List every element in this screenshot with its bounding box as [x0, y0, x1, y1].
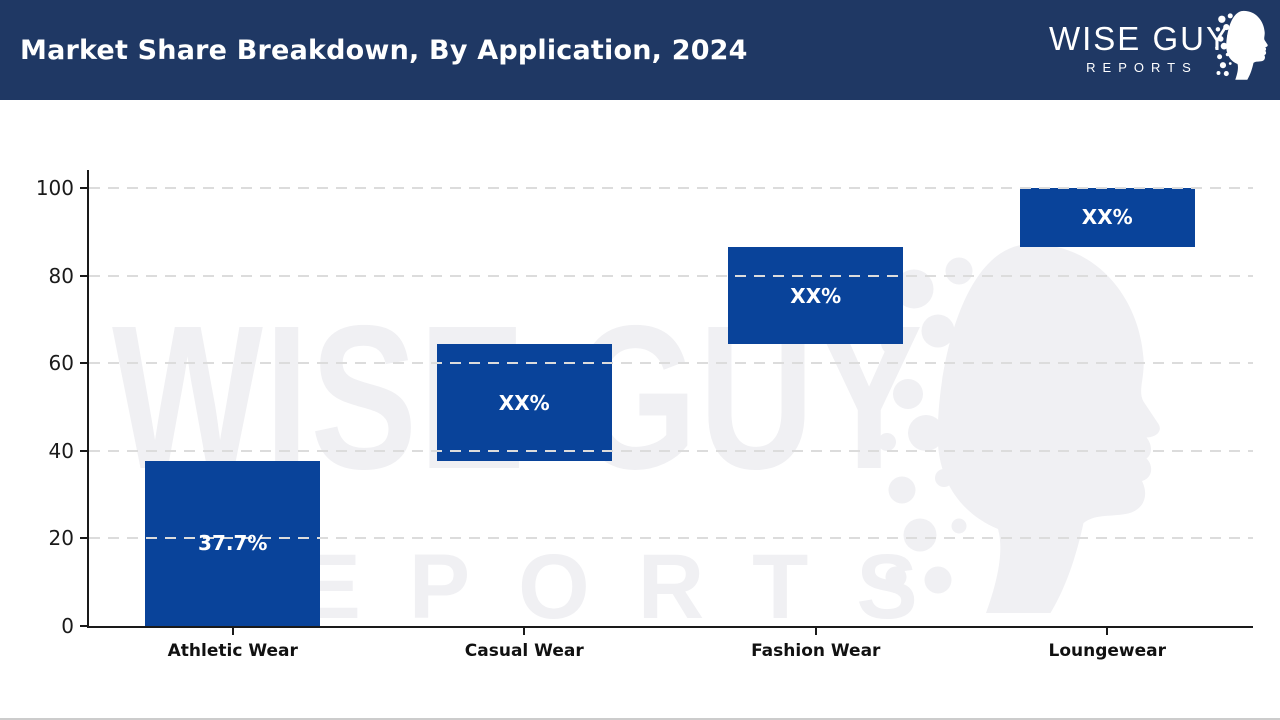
- y-tick-mark: [80, 625, 87, 627]
- y-tick-label: 100: [35, 176, 74, 200]
- chart-canvas: WISE GUY REPORTS 0 20 40 60 80 100 37.7% Athlet…: [0, 100, 1280, 717]
- brand-name: WISE GUY: [1048, 19, 1230, 57]
- page-title: Market Share Breakdown, By Application, …: [20, 34, 748, 66]
- header: Market Share Breakdown, By Application, …: [0, 0, 1280, 100]
- bar-value-label: 37.7%: [198, 531, 268, 556]
- y-axis-line: [87, 170, 89, 628]
- bottom-border: [0, 718, 1280, 720]
- x-tick-mark: [1106, 628, 1109, 635]
- waterfall-bar: [145, 460, 321, 626]
- y-tick-label: 80: [48, 263, 74, 288]
- y-tick-mark: [80, 537, 87, 540]
- brand-logo-text: WISE GUY REPORTS: [1049, 20, 1230, 75]
- x-tick-mark: [523, 628, 526, 635]
- x-tick-label: Athletic Wear: [167, 641, 298, 661]
- x-tick-mark: [814, 628, 817, 635]
- y-tick-mark: [80, 449, 87, 452]
- y-tick-label: 0: [61, 614, 74, 638]
- y-tick-label: 60: [48, 351, 74, 376]
- bar-value-label: XX%: [498, 390, 550, 415]
- y-gridline: [89, 274, 1253, 277]
- waterfall-bar: [1019, 188, 1195, 247]
- x-axis-line: [87, 626, 1253, 628]
- y-gridline: [89, 537, 1253, 540]
- x-tick-label: Loungewear: [1048, 641, 1166, 661]
- y-tick-mark: [80, 274, 87, 277]
- y-gridline: [89, 362, 1253, 365]
- bar-value-label: XX%: [1081, 205, 1133, 230]
- y-tick-label: 20: [48, 526, 74, 551]
- x-tick-mark: [231, 628, 234, 635]
- y-tick-mark: [80, 187, 87, 189]
- waterfall-bar: [728, 246, 904, 345]
- wiseguy-head-icon: [1215, 10, 1268, 80]
- brand-logo: WISE GUY REPORTS: [1049, 10, 1270, 82]
- plot-area: 0 20 40 60 80 100 37.7% Athletic Wear XX% Casual …: [0, 100, 1280, 717]
- y-gridline: [89, 449, 1253, 452]
- y-tick-mark: [80, 362, 87, 365]
- bar-value-label: XX%: [790, 283, 842, 308]
- brand-subname: REPORTS: [1086, 59, 1198, 75]
- y-tick-label: 40: [48, 438, 74, 463]
- x-tick-label: Fashion Wear: [751, 641, 881, 661]
- y-gridline: [89, 187, 1253, 189]
- x-tick-label: Casual Wear: [464, 641, 584, 661]
